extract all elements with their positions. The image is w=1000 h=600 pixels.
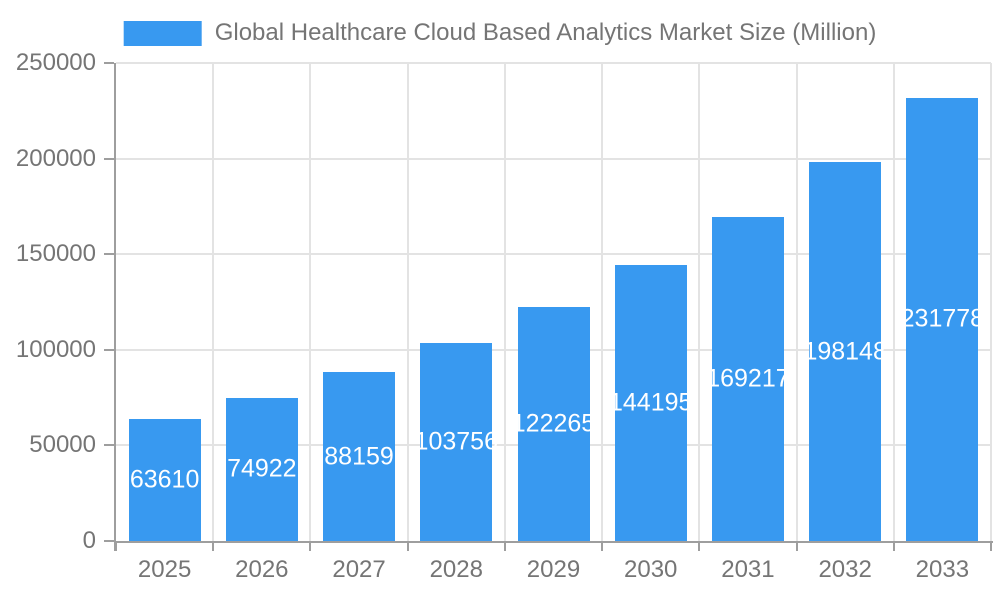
- v-gridline: [212, 63, 215, 541]
- v-gridline: [990, 63, 992, 541]
- y-tick-label: 100000: [15, 335, 96, 363]
- v-gridline: [698, 63, 701, 541]
- x-tick-label: 2033: [915, 556, 970, 583]
- y-tick-mark: [104, 157, 114, 160]
- x-tick-mark: [212, 541, 215, 551]
- bar-2026: 74922: [225, 397, 298, 541]
- y-tick-label: 200000: [15, 144, 96, 172]
- y-tick-label: 250000: [15, 49, 96, 76]
- x-tick-mark: [503, 541, 506, 551]
- v-gridline: [795, 63, 798, 541]
- x-tick-mark: [892, 541, 895, 551]
- y-tick-mark: [104, 253, 114, 256]
- legend-label: Global Healthcare Cloud Based Analytics …: [214, 19, 877, 46]
- bar-2028: 103756: [415, 342, 498, 541]
- bar-2030: 144195: [609, 265, 692, 541]
- bar-value-label: 74922: [227, 454, 297, 483]
- bar-2029: 122265: [512, 307, 595, 541]
- bar-value-label: 122265: [511, 409, 596, 438]
- x-tick-label: 2030: [624, 556, 678, 583]
- x-tick-mark: [990, 541, 992, 551]
- x-tick-label: 2029: [526, 556, 581, 583]
- y-tick-mark: [104, 444, 114, 447]
- h-gridline: [116, 157, 991, 160]
- x-tick-mark: [406, 541, 409, 551]
- bar-2027: 88159: [323, 372, 396, 541]
- x-tick-mark: [309, 541, 312, 551]
- v-gridline: [601, 63, 604, 541]
- x-tick-mark: [601, 541, 604, 551]
- bar-value-label: 144195: [609, 388, 693, 417]
- y-tick-mark: [104, 540, 114, 542]
- h-gridline: [116, 253, 991, 256]
- y-tick-label: 0: [82, 527, 96, 554]
- bar-2031: 169217: [706, 217, 790, 541]
- x-tick-mark: [795, 541, 798, 551]
- bar-value-label: 169217: [706, 364, 790, 393]
- v-gridline: [406, 63, 409, 541]
- y-tick-mark: [104, 62, 114, 64]
- y-tick-mark: [104, 348, 114, 351]
- x-tick-label: 2032: [818, 556, 872, 583]
- x-tick-mark: [115, 541, 117, 551]
- bar-value-label: 63610: [129, 465, 200, 494]
- y-axis-line: [114, 63, 116, 551]
- x-tick-label: 2026: [235, 556, 289, 583]
- x-tick-mark: [698, 541, 701, 551]
- v-gridline: [309, 63, 312, 541]
- bar-value-label: 231778: [900, 304, 985, 333]
- x-tick-label: 2027: [332, 556, 386, 583]
- bar-value-label: 88159: [324, 442, 394, 471]
- y-tick-label: 50000: [29, 431, 96, 459]
- x-axis-line: [114, 541, 993, 543]
- bar-value-label: 198148: [803, 337, 887, 366]
- x-tick-label: 2031: [721, 556, 775, 583]
- x-tick-label: 2025: [137, 556, 192, 583]
- bar-value-label: 103756: [414, 427, 498, 456]
- h-gridline: [116, 62, 991, 64]
- x-tick-label: 2028: [429, 556, 483, 583]
- legend-swatch: [123, 20, 202, 46]
- v-gridline: [892, 63, 895, 541]
- bar-2025: 63610: [128, 419, 201, 541]
- v-gridline: [503, 63, 506, 541]
- bar-2032: 198148: [803, 162, 887, 541]
- bar-2033: 231778: [901, 97, 984, 541]
- y-tick-label: 150000: [15, 240, 96, 268]
- legend-item[interactable]: Global Healthcare Cloud Based Analytics …: [123, 19, 877, 47]
